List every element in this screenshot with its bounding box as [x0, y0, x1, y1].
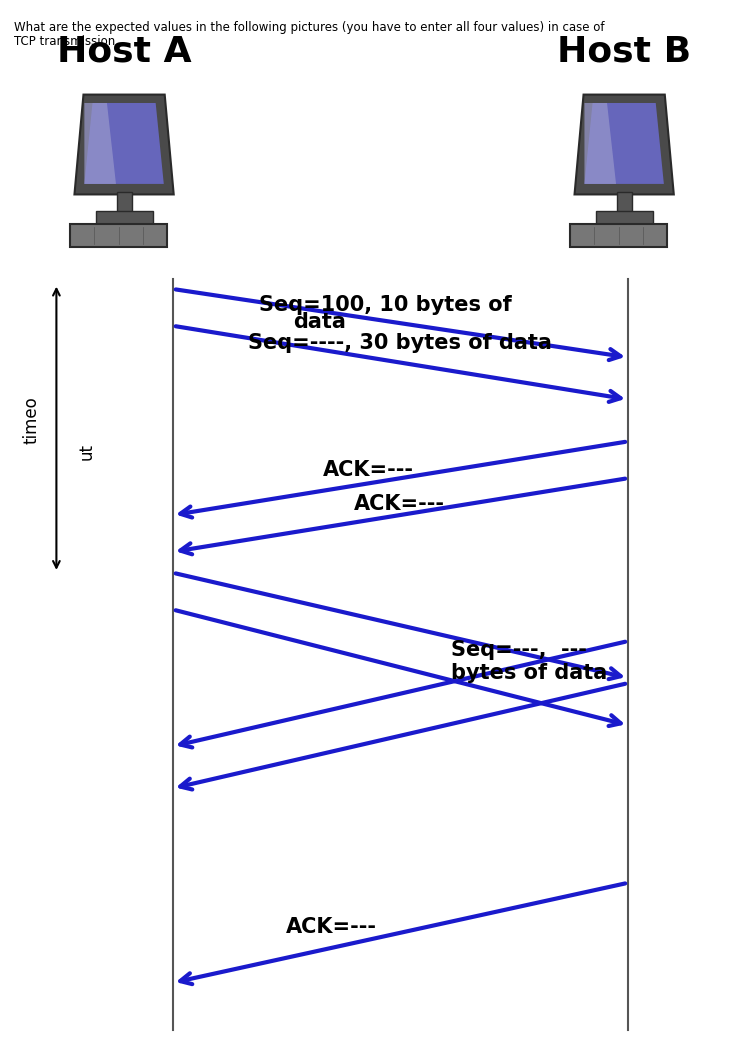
- Bar: [96, 211, 153, 224]
- Text: ACK=---: ACK=---: [353, 494, 444, 515]
- Bar: [617, 192, 632, 213]
- Bar: [117, 192, 132, 213]
- Polygon shape: [584, 103, 616, 184]
- Text: ACK=---: ACK=---: [286, 916, 377, 937]
- Polygon shape: [74, 95, 174, 194]
- Text: ACK=---: ACK=---: [323, 459, 414, 480]
- Text: ut: ut: [77, 444, 96, 460]
- Text: Host B: Host B: [557, 35, 691, 68]
- Bar: [596, 211, 653, 224]
- Polygon shape: [570, 224, 668, 247]
- Text: bytes of data: bytes of data: [451, 662, 608, 683]
- Polygon shape: [84, 103, 164, 184]
- Polygon shape: [70, 224, 168, 247]
- Text: What are the expected values in the following pictures (you have to enter all fo: What are the expected values in the foll…: [14, 21, 604, 34]
- Text: TCP transmission: TCP transmission: [14, 35, 115, 47]
- Polygon shape: [584, 103, 664, 184]
- Text: data: data: [293, 311, 346, 332]
- Text: Host A: Host A: [56, 35, 192, 68]
- Polygon shape: [575, 95, 674, 194]
- Text: timeo: timeo: [23, 396, 41, 445]
- Text: Seq=----, 30 bytes of data: Seq=----, 30 bytes of data: [248, 332, 552, 353]
- Polygon shape: [84, 103, 116, 184]
- Text: Seq=100, 10 bytes of: Seq=100, 10 bytes of: [259, 294, 512, 315]
- Text: Seq=---,  ---: Seq=---, ---: [451, 639, 587, 660]
